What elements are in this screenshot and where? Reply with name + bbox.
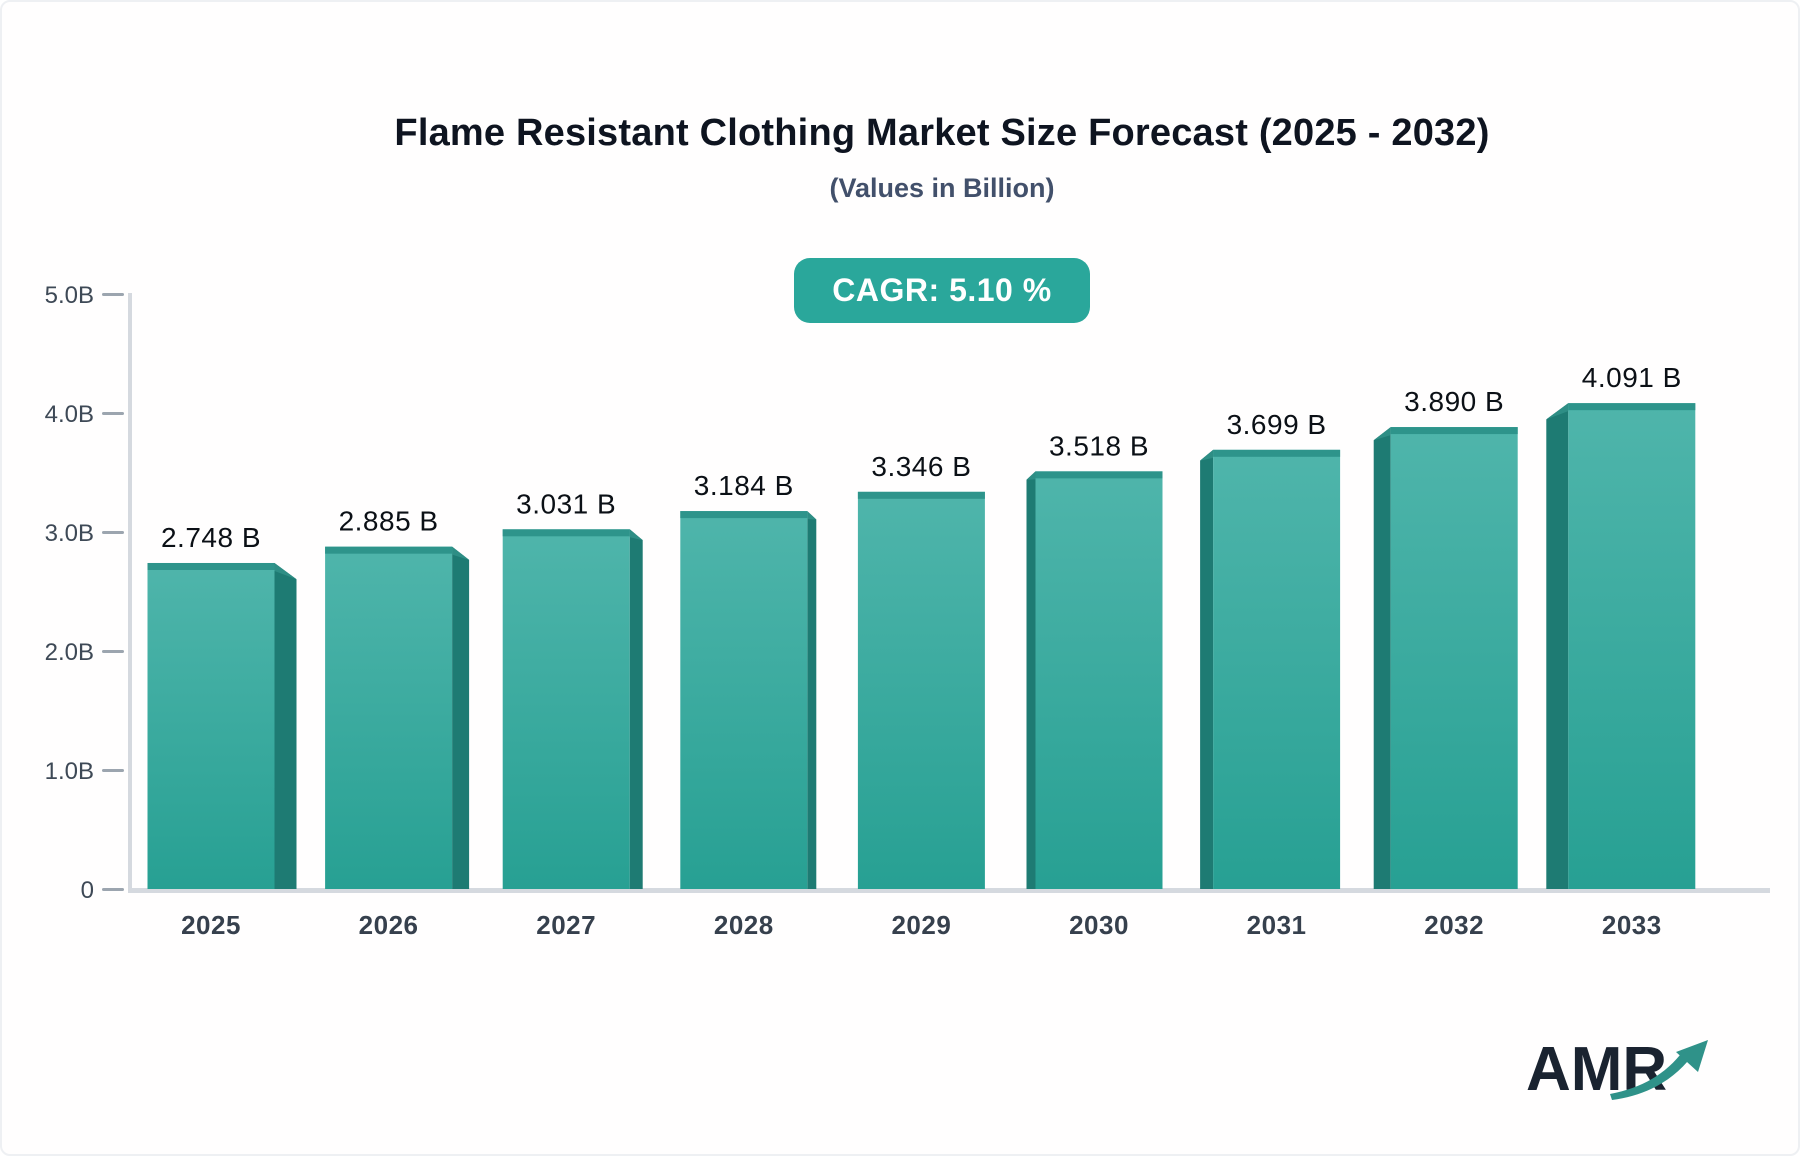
y-tick-label-4.0B: 4.0B <box>45 401 94 428</box>
y-tick-dash-1.0B <box>102 769 124 772</box>
bar-side-2032 <box>1373 427 1391 889</box>
y-tick-dash-4.0B <box>102 412 124 415</box>
bar-front-2030 <box>1035 471 1163 889</box>
bar-front-2031 <box>1213 449 1341 889</box>
bar-side-2033 <box>1546 403 1569 889</box>
bar-top-strip-2028 <box>680 511 808 519</box>
amr-logo: AMR <box>1526 1034 1746 1114</box>
y-tick-label-3.0B: 3.0B <box>45 520 94 547</box>
x-tick-label-2030: 2030 <box>1069 910 1129 940</box>
cagr-badge-wrap: CAGR: 5.10 % <box>82 258 1798 323</box>
x-tick-label-2032: 2032 <box>1424 910 1484 940</box>
bar-front-2029 <box>857 491 985 889</box>
bar-side-2027 <box>629 529 643 889</box>
x-tick-label-2028: 2028 <box>714 910 774 940</box>
bar-bevel-2030 <box>1026 471 1036 480</box>
bar-top-strip-2033 <box>1568 403 1696 411</box>
amr-logo-text: AMR <box>1526 1035 1668 1104</box>
bar-top-strip-2027 <box>502 529 630 537</box>
x-tick-label-2031: 2031 <box>1247 910 1307 940</box>
x-tick-label-2029: 2029 <box>891 910 951 940</box>
bar-top-strip-2032 <box>1390 427 1518 435</box>
bar-front-2032 <box>1390 427 1518 889</box>
y-tick-dash-5.0B <box>102 293 124 296</box>
bar-top-strip-2030 <box>1035 471 1163 479</box>
bar-bevel-2033 <box>1546 403 1569 420</box>
bar-side-2026 <box>452 546 470 889</box>
value-label-2027: 3.031 B <box>516 488 616 519</box>
chart-header: Flame Resistant Clothing Market Size For… <box>82 2 1798 204</box>
bar-bevel-2028 <box>807 511 817 520</box>
value-label-2031: 3.699 B <box>1227 409 1327 440</box>
bar-top-strip-2029 <box>857 491 985 499</box>
bar-bevel-2031 <box>1200 449 1214 461</box>
cagr-badge: CAGR: 5.10 % <box>794 258 1090 323</box>
amr-logo-arrow-icon <box>1610 1040 1708 1100</box>
bar-top-strip-2025 <box>147 562 275 570</box>
y-axis-line <box>128 293 132 893</box>
bar-front-2028 <box>680 511 808 889</box>
bar-front-2027 <box>502 529 630 889</box>
y-tick-dash-3.0B <box>102 531 124 534</box>
bar-side-2031 <box>1200 449 1214 889</box>
chart-title: Flame Resistant Clothing Market Size For… <box>394 112 1490 154</box>
x-tick-label-2026: 2026 <box>359 910 419 940</box>
value-label-2026: 2.885 B <box>339 506 439 537</box>
bar-bevel-2026 <box>452 546 470 560</box>
y-tick-label-2.0B: 2.0B <box>45 639 94 666</box>
bar-front-2033 <box>1568 403 1696 889</box>
bar-bevel-2032 <box>1373 427 1391 441</box>
bar-bevel-2025 <box>274 562 297 580</box>
x-tick-label-2025: 2025 <box>181 910 241 940</box>
bar-top-strip-2031 <box>1213 449 1341 457</box>
y-tick-label-1.0B: 1.0B <box>45 758 94 785</box>
value-label-2025: 2.748 B <box>161 522 261 553</box>
bar-top-strip-2026 <box>325 546 453 554</box>
value-label-2028: 3.184 B <box>694 470 794 501</box>
y-tick-label-0: 0 <box>81 877 94 904</box>
value-label-2033: 4.091 B <box>1582 362 1682 393</box>
y-tick-dash-0 <box>102 888 124 891</box>
bar-front-2025 <box>147 562 275 889</box>
y-tick-label-5.0B: 5.0B <box>45 282 94 309</box>
value-label-2032: 3.890 B <box>1404 386 1504 417</box>
y-tick-dash-2.0B <box>102 650 124 653</box>
bar-side-2025 <box>274 562 297 889</box>
bar-bevel-2027 <box>629 529 643 541</box>
x-tick-label-2027: 2027 <box>536 910 596 940</box>
x-tick-label-2033: 2033 <box>1602 910 1662 940</box>
bar-side-2030 <box>1026 471 1036 889</box>
value-label-2029: 3.346 B <box>871 451 971 482</box>
x-axis-line <box>128 888 1770 893</box>
value-label-2030: 3.518 B <box>1049 430 1149 461</box>
bar-front-2026 <box>325 546 453 889</box>
chart-subtitle: (Values in Billion) <box>829 173 1055 203</box>
bar-side-2028 <box>807 511 817 889</box>
